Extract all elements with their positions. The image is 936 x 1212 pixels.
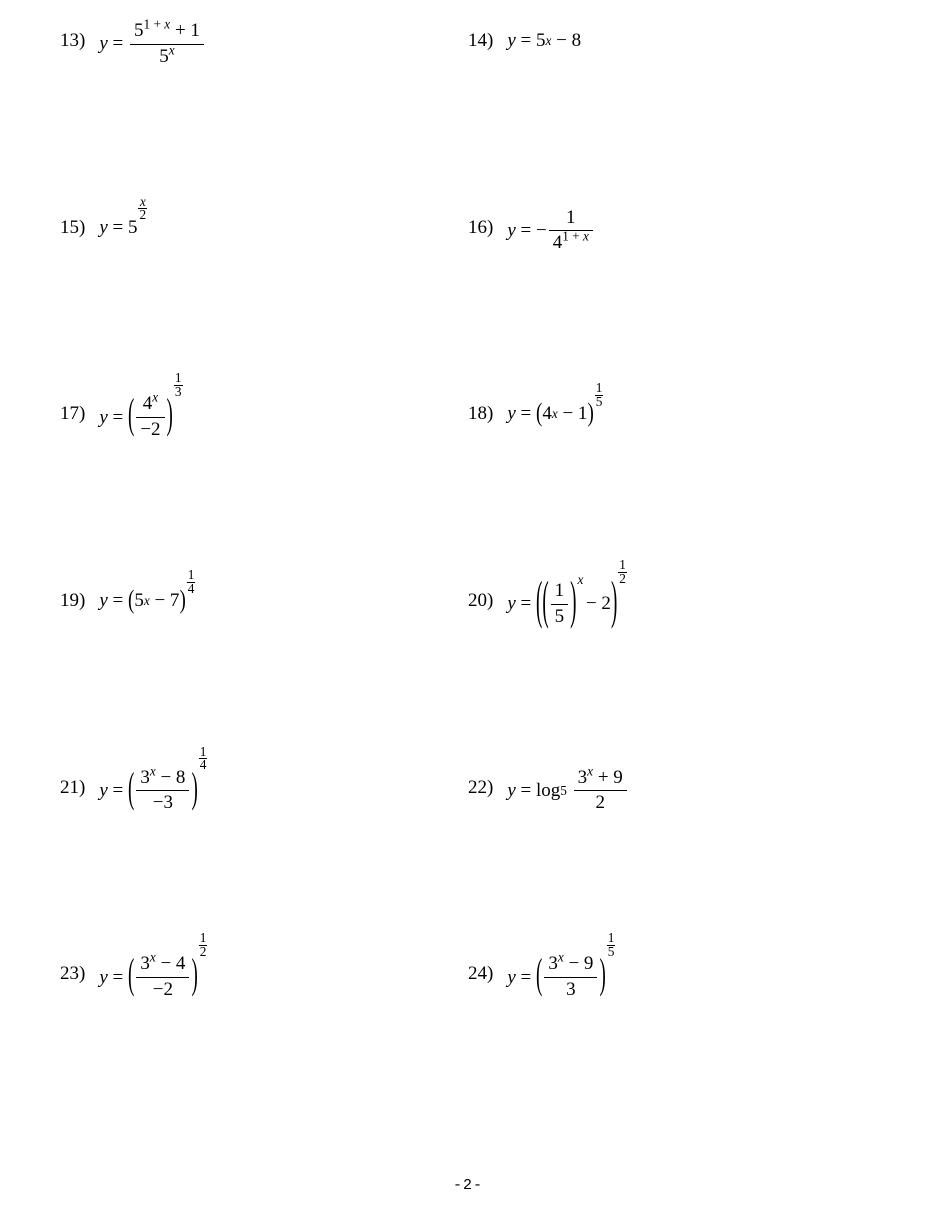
worksheet-page: 13) y = 51 + x + 1 5x 14) y = 5x − 8 [0,0,936,1212]
problem-number: 19) [60,580,85,612]
problem-number: 14) [468,20,493,52]
problem-15: 15) y = 5 x2 [60,207,137,239]
problem-equation: y = ( 4x − 1 ) 15 [507,393,593,425]
problem-equation: y = − 1 41 + x [507,207,595,256]
problem-number: 20) [468,580,493,612]
page-footer: -2- [0,1177,936,1194]
problem-equation: y = log5 3x + 9 2 [507,767,628,816]
problem-number: 16) [468,207,493,239]
problem-23: 23) y = ( 3x − 4 −2 [60,953,198,1002]
problem-cell: 13) y = 51 + x + 1 5x [60,20,468,207]
problem-number: 23) [60,953,85,985]
problem-21: 21) y = ( 3x − 8 −3 [60,767,198,816]
problem-cell: 17) y = ( 4x −2 [60,393,468,580]
problem-number: 13) [60,20,85,52]
problem-cell: 19) y = ( 5x − 7 ) 14 [60,580,468,767]
problem-number: 22) [468,767,493,799]
problem-equation: y = ( 3x − 8 −3 [99,767,197,816]
problem-equation: y = 5 x2 [99,207,137,239]
problem-number: 17) [60,393,85,425]
problem-equation: y = ( ( [507,580,617,629]
problem-13: 13) y = 51 + x + 1 5x [60,20,206,69]
problem-20: 20) y = ( ( [468,580,617,629]
problem-cell: 24) y = ( 3x − 9 3 [468,953,876,1140]
problem-cell: 21) y = ( 3x − 8 −3 [60,767,468,954]
problem-cell: 15) y = 5 x2 [60,207,468,394]
problem-equation: y = ( 4x −2 ) [99,393,173,442]
problem-number: 21) [60,767,85,799]
problem-cell: 18) y = ( 4x − 1 ) 15 [468,393,876,580]
problem-18: 18) y = ( 4x − 1 ) 15 [468,393,594,425]
problem-cell: 16) y = − 1 41 + x [468,207,876,394]
problem-grid: 13) y = 51 + x + 1 5x 14) y = 5x − 8 [60,20,876,1140]
problem-equation: y = 51 + x + 1 5x [99,20,206,69]
problem-equation: y = ( 3x − 4 −2 [99,953,197,1002]
problem-equation: y = 5x − 8 [507,20,581,52]
problem-22: 22) y = log5 3x + 9 2 [468,767,629,816]
problem-equation: y = ( 5x − 7 ) 14 [99,580,185,612]
problem-cell: 22) y = log5 3x + 9 2 [468,767,876,954]
problem-number: 18) [468,393,493,425]
problem-equation: y = ( 3x − 9 3 ) [507,953,605,1002]
problem-16: 16) y = − 1 41 + x [468,207,595,256]
problem-cell: 23) y = ( 3x − 4 −2 [60,953,468,1140]
problem-24: 24) y = ( 3x − 9 3 [468,953,606,1002]
problem-number: 15) [60,207,85,239]
problem-17: 17) y = ( 4x −2 [60,393,173,442]
problem-19: 19) y = ( 5x − 7 ) 14 [60,580,186,612]
problem-cell: 20) y = ( ( [468,580,876,767]
problem-cell: 14) y = 5x − 8 [468,20,876,207]
problem-14: 14) y = 5x − 8 [468,20,581,52]
problem-number: 24) [468,953,493,985]
